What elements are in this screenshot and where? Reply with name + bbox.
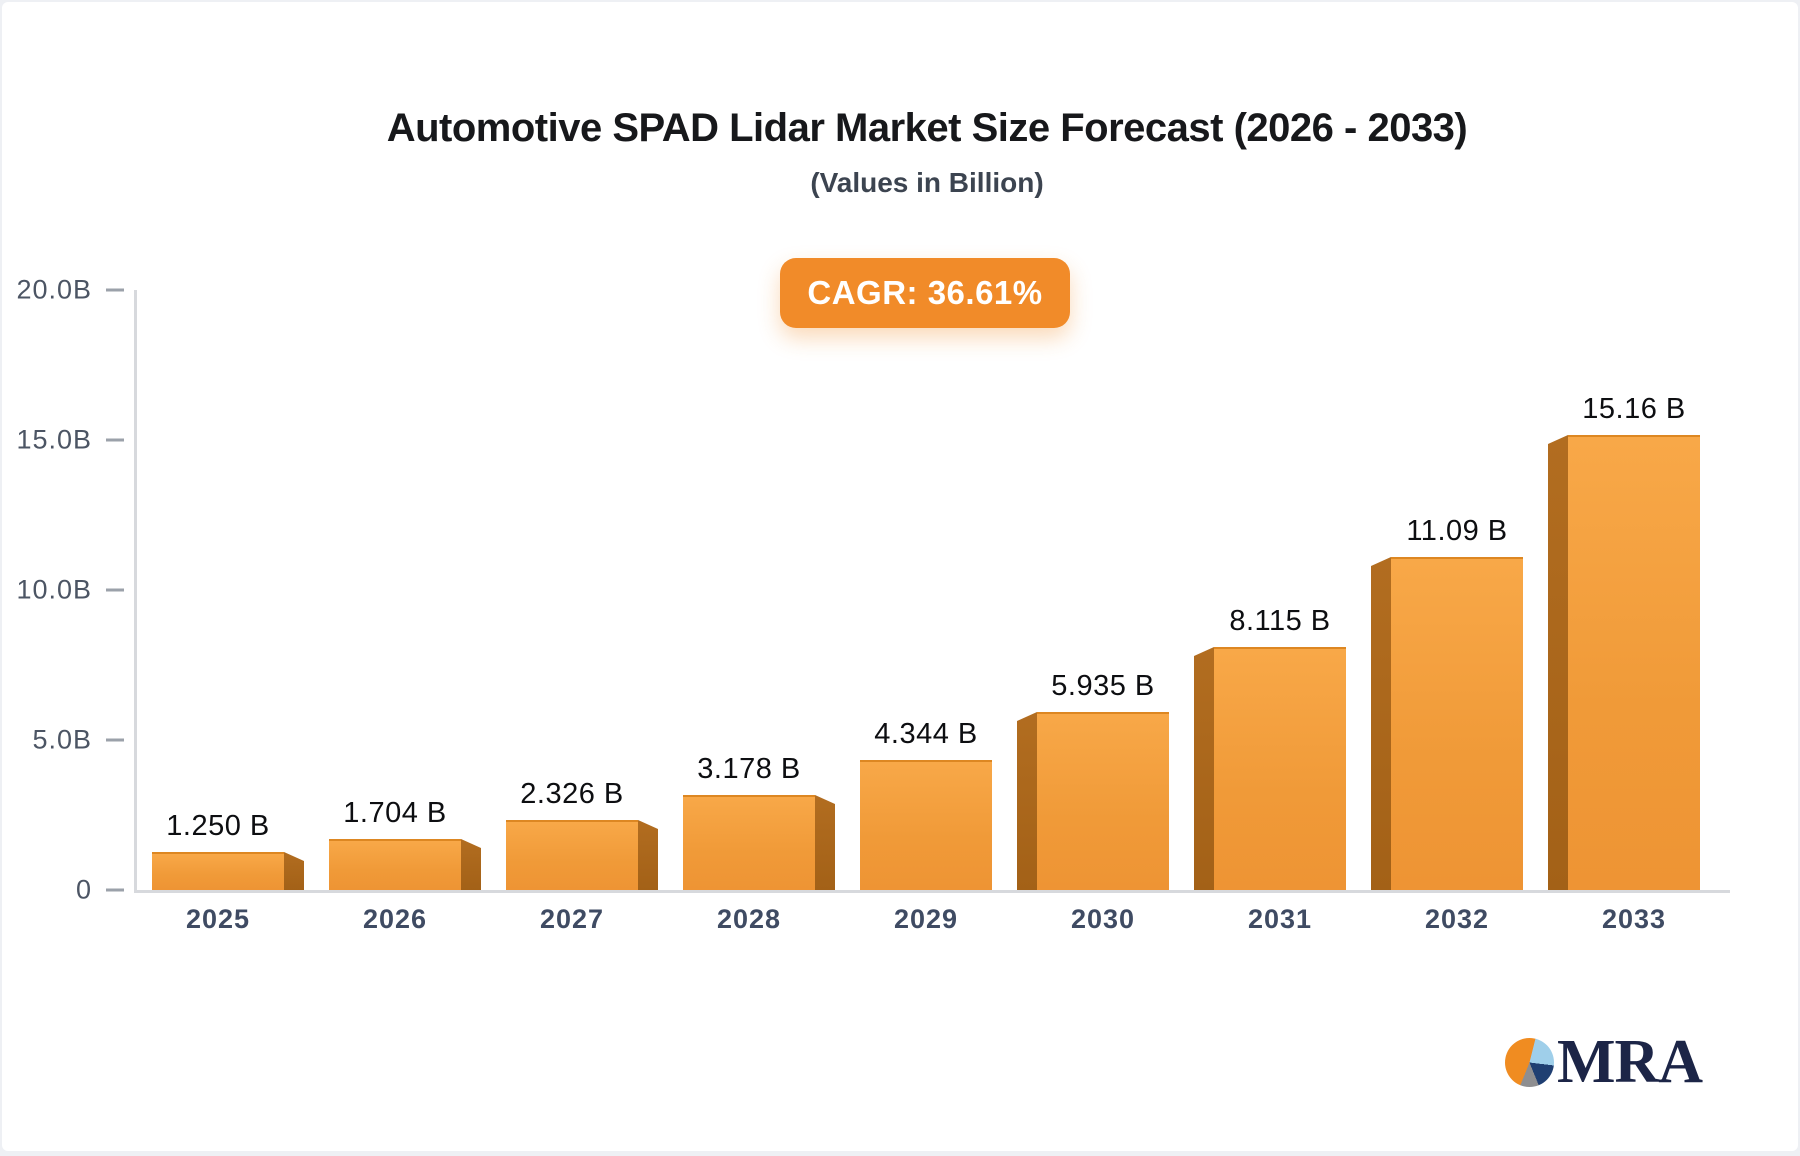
bar-3d-side <box>1371 557 1391 890</box>
bar-value-label-2027: 2.326 B <box>520 778 624 810</box>
y-axis-tick-5.0B: 5.0B <box>12 725 137 756</box>
bar-value-label-2029: 4.344 B <box>874 718 978 750</box>
y-axis-tick-label: 10.0B <box>16 574 92 605</box>
x-axis-label-2027: 2027 <box>539 904 605 934</box>
logo-text: MRA <box>1557 1028 1703 1096</box>
bar-2028 <box>683 795 835 890</box>
bar-face <box>1391 557 1523 890</box>
bar-value-label-2031: 8.115 B <box>1229 605 1331 637</box>
y-axis-tick-label: 5.0B <box>32 724 92 755</box>
mra-logo: MRA <box>1505 1028 1703 1096</box>
bar-2030 <box>1017 712 1169 890</box>
y-axis-tick-0: 0 <box>12 875 137 906</box>
bar-face <box>506 820 638 890</box>
bar-face <box>1568 435 1700 890</box>
x-axis-label-2025: 2025 <box>185 904 251 934</box>
x-axis-label-2030: 2030 <box>1070 904 1136 934</box>
bar-3d-side <box>815 795 835 890</box>
cagr-badge-label: CAGR: 36.61% <box>807 274 1043 311</box>
bar-face <box>683 795 815 890</box>
x-axis-label-2028: 2028 <box>716 904 782 934</box>
bar-2031 <box>1194 647 1346 890</box>
y-axis-tick-10.0B: 10.0B <box>12 575 137 606</box>
y-axis-tick-label: 15.0B <box>16 424 92 455</box>
y-axis-tick-mark <box>106 738 124 742</box>
bar-face <box>329 839 461 890</box>
bar-2032 <box>1371 557 1523 890</box>
bar-3d-side <box>1017 712 1037 890</box>
logo-pie-icon <box>1505 1038 1554 1087</box>
y-axis-tick-15.0B: 15.0B <box>12 425 137 456</box>
bar-2027 <box>506 820 658 890</box>
bar-3d-side <box>1548 435 1568 890</box>
bar-value-label-2028: 3.178 B <box>697 753 801 785</box>
bar-3d-side <box>284 852 304 890</box>
y-axis-tick-label: 0 <box>75 874 92 905</box>
bar-2029 <box>860 760 992 890</box>
bar-face <box>1037 712 1169 890</box>
cagr-badge: CAGR: 36.61% <box>780 258 1070 328</box>
bar-face <box>860 760 992 890</box>
x-axis-label-2029: 2029 <box>893 904 959 934</box>
y-axis-tick-20.0B: 20.0B <box>12 275 137 306</box>
bar-face <box>1214 647 1346 890</box>
bar-face <box>152 852 284 890</box>
bar-value-label-2030: 5.935 B <box>1051 670 1155 702</box>
y-axis-tick-mark <box>106 438 124 442</box>
bar-2025 <box>152 852 304 890</box>
bar-chart-plot-area: 20.0B 15.0B 10.0B 5.0B 0 1.250 B 2025 1.704 B 20… <box>16 275 1730 934</box>
chart-header: Automotive SPAD Lidar Market Size Foreca… <box>52 106 1800 199</box>
bar-3d-side <box>1194 647 1214 890</box>
bar-3d-side <box>638 820 658 890</box>
y-axis-tick-mark <box>106 888 124 892</box>
x-axis-label-2032: 2032 <box>1424 904 1490 934</box>
bar-2026 <box>329 839 481 890</box>
bar-value-label-2026: 1.704 B <box>343 797 447 829</box>
bar-value-label-2025: 1.250 B <box>166 810 270 842</box>
bar-value-label-2033: 15.16 B <box>1582 393 1686 425</box>
bar-2033 <box>1548 435 1700 890</box>
page-subtitle: (Values in Billion) <box>810 167 1044 198</box>
bar-3d-side <box>461 839 481 890</box>
bar-value-label-2032: 11.09 B <box>1406 515 1508 547</box>
x-axis-label-2033: 2033 <box>1601 904 1667 934</box>
x-axis-label-2026: 2026 <box>362 904 428 934</box>
page-title: Automotive SPAD Lidar Market Size Foreca… <box>386 106 1468 150</box>
x-axis-label-2031: 2031 <box>1247 904 1313 934</box>
y-axis-tick-mark <box>106 588 124 592</box>
y-axis-tick-mark <box>106 288 124 292</box>
y-axis-tick-label: 20.0B <box>16 274 92 305</box>
